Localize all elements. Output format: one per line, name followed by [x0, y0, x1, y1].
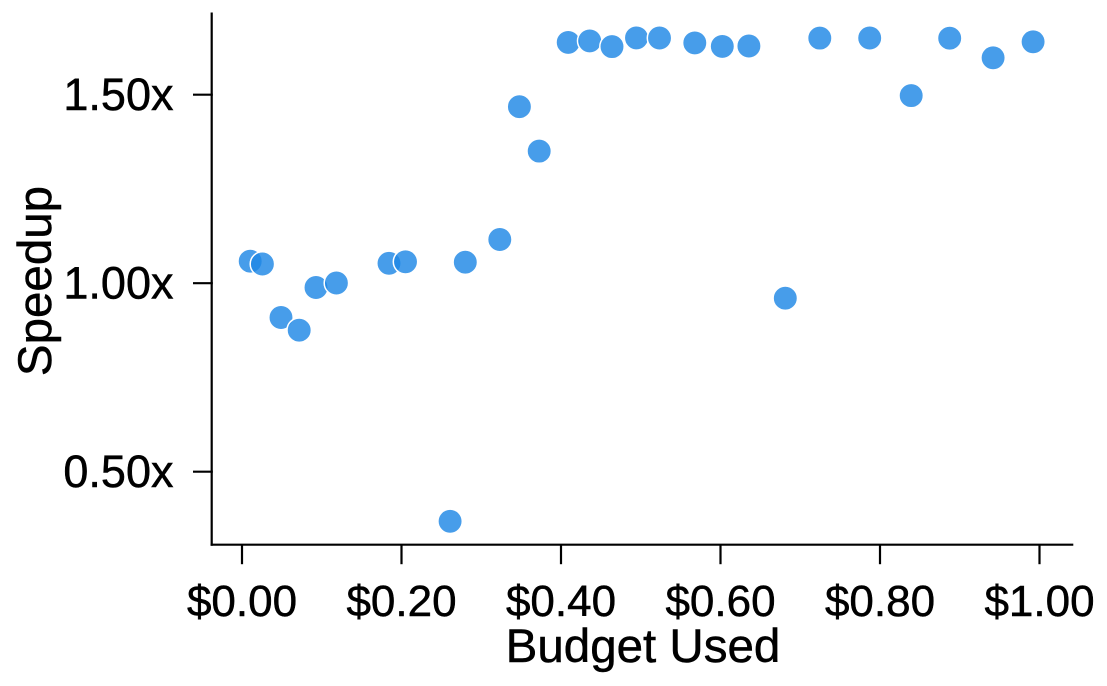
- svg-text:$0.40: $0.40: [506, 577, 616, 626]
- svg-text:$0.60: $0.60: [665, 577, 775, 626]
- svg-text:$0.20: $0.20: [346, 577, 456, 626]
- svg-text:Budget Used: Budget Used: [506, 620, 781, 673]
- svg-text:1.50x: 1.50x: [63, 69, 174, 120]
- svg-text:Speedup: Speedup: [9, 186, 62, 376]
- svg-text:$0.80: $0.80: [825, 577, 935, 626]
- svg-text:$1.00: $1.00: [984, 577, 1094, 626]
- svg-text:$0.00: $0.00: [187, 577, 297, 626]
- svg-text:1.00x: 1.00x: [63, 258, 174, 309]
- svg-text:0.50x: 0.50x: [63, 446, 174, 497]
